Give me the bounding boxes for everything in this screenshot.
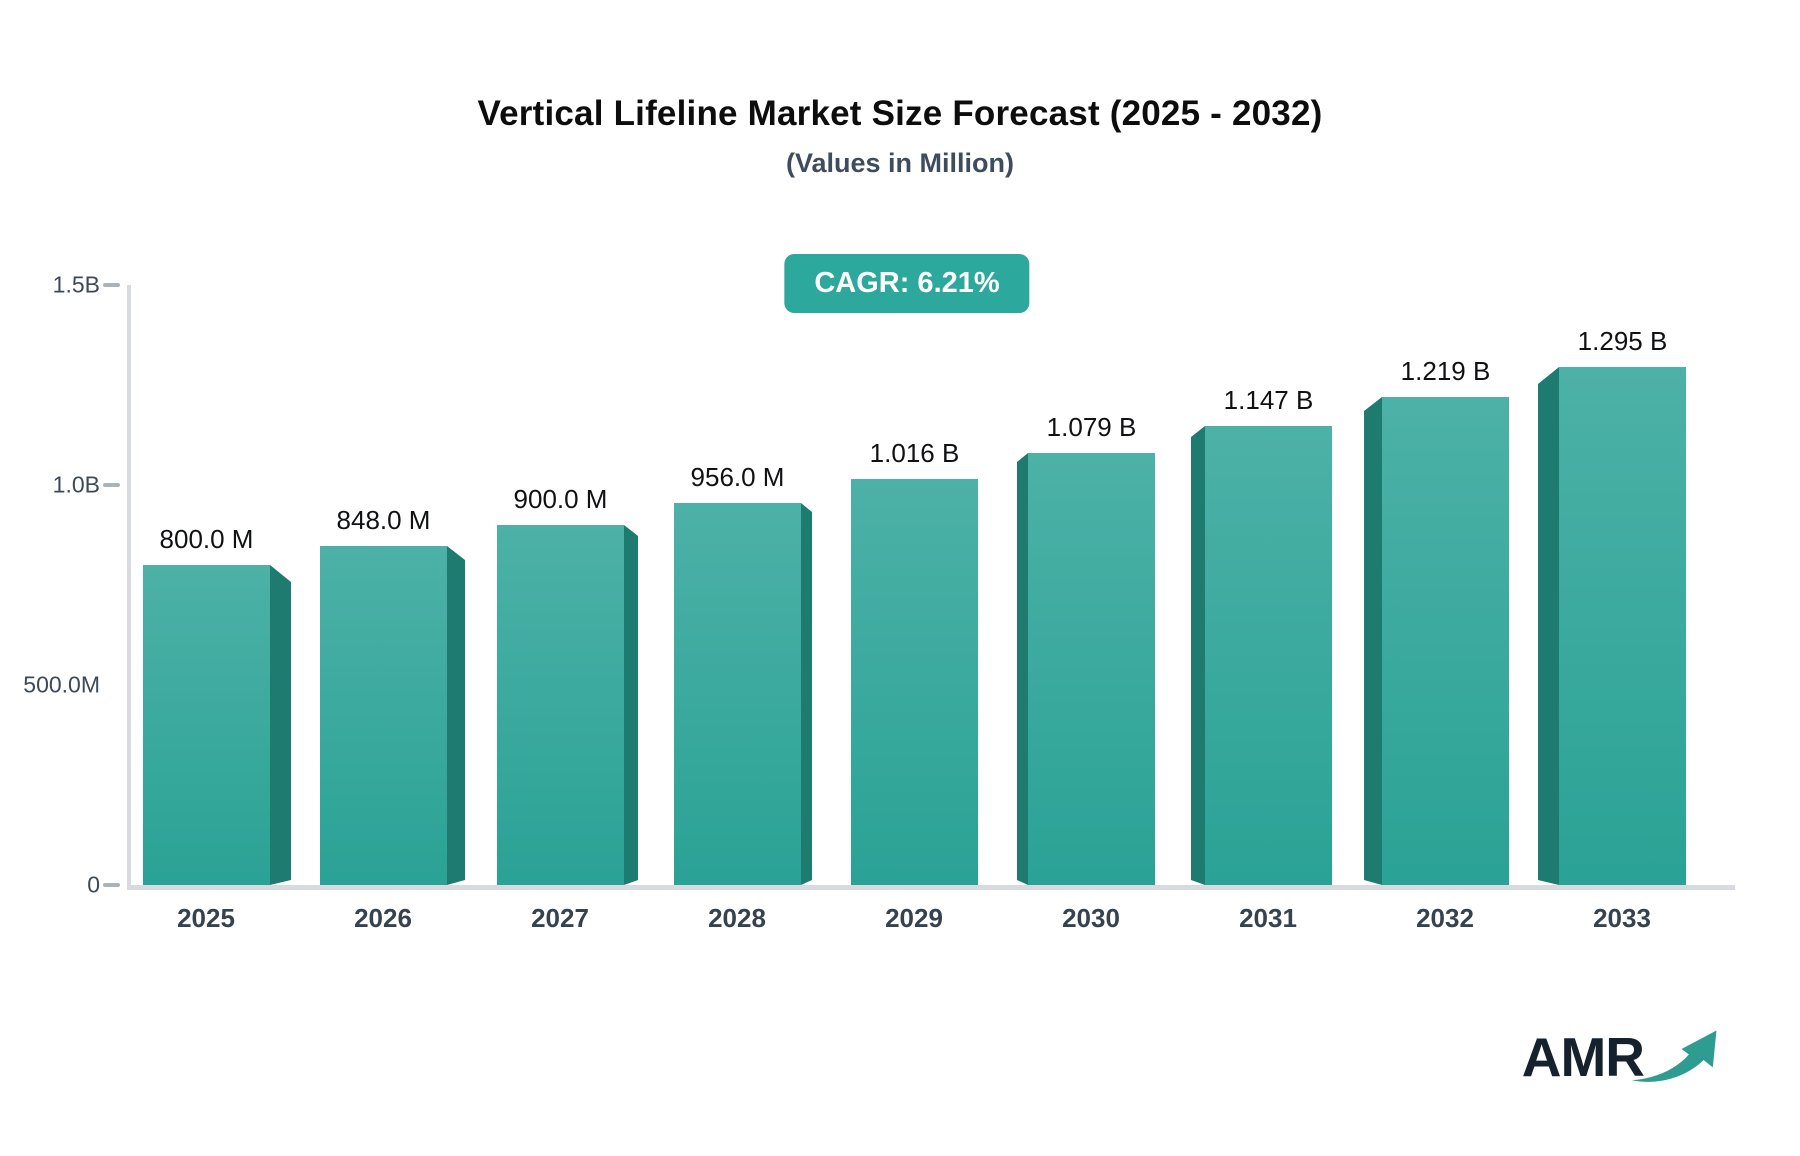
bar-2033[interactable]: 1.295 B <box>1538 326 1686 885</box>
logo-trend-arrow-icon <box>1631 1030 1717 1082</box>
bar-side-face <box>801 503 812 885</box>
bar-value-label: 956.0 M <box>690 462 785 492</box>
chart-subtitle: (Values in Million) <box>785 148 1015 178</box>
amr-logo: AMR <box>1522 1030 1722 1094</box>
bar-value-label: 1.147 B <box>1223 385 1314 415</box>
bar-value-label: 1.079 B <box>1046 412 1137 442</box>
bar-front-face <box>1382 397 1509 885</box>
bar-value-label: 1.295 B <box>1577 326 1668 356</box>
x-axis-line <box>127 885 1735 890</box>
bar-2026[interactable]: 848.0 M <box>320 505 465 885</box>
bar-side-face <box>1017 453 1028 885</box>
cagr-badge: CAGR: 6.21% <box>784 254 1030 313</box>
bar-2030[interactable]: 1.079 B <box>1017 412 1155 885</box>
bar-2027[interactable]: 900.0 M <box>497 484 638 885</box>
chart-title: Vertical Lifeline Market Size Forecast (… <box>477 94 1323 133</box>
bar-front-face <box>1559 367 1686 885</box>
bar-side-face <box>1364 397 1382 885</box>
x-axis-label-2032: 2032 <box>1416 903 1474 933</box>
bar-2032[interactable]: 1.219 B <box>1364 356 1509 885</box>
y-axis-tick-mark <box>103 883 120 887</box>
bar-2028[interactable]: 956.0 M <box>674 462 812 885</box>
bar-value-label: 1.219 B <box>1400 356 1491 386</box>
y-axis-tick-mark <box>103 483 120 487</box>
bar-side-face <box>270 565 291 885</box>
x-axis-label-2026: 2026 <box>354 903 412 933</box>
x-axis-label-2027: 2027 <box>531 903 589 933</box>
x-axis-label-2030: 2030 <box>1062 903 1120 933</box>
y-axis-tick-mark <box>103 283 120 287</box>
bar-front-face <box>497 525 624 885</box>
x-axis-label-2033: 2033 <box>1593 903 1651 933</box>
bar-2031[interactable]: 1.147 B <box>1191 385 1332 885</box>
x-axis-label-2028: 2028 <box>708 903 766 933</box>
bar-2029[interactable]: 1.016 B <box>851 438 978 885</box>
y-axis-label-1.0B: 1.0B <box>52 471 100 498</box>
y-axis-label-500.0M: 500.0M <box>23 671 100 698</box>
amr-logo-text: AMR <box>1521 1026 1645 1088</box>
bar-2025[interactable]: 800.0 M <box>143 524 291 885</box>
bar-value-label: 848.0 M <box>336 505 431 535</box>
bar-side-face <box>624 525 638 885</box>
x-axis-label-2025: 2025 <box>177 903 235 933</box>
bar-front-face <box>320 546 447 885</box>
bar-side-face <box>1538 367 1559 885</box>
bar-front-face <box>851 479 978 885</box>
bar-side-face <box>1191 426 1205 885</box>
bar-value-label: 900.0 M <box>513 484 608 514</box>
y-axis-label-0: 0 <box>87 871 100 898</box>
bar-side-face <box>447 546 465 885</box>
cagr-badge-label: CAGR: 6.21% <box>814 267 1000 299</box>
bar-front-face <box>1205 426 1332 885</box>
bar-front-face <box>674 503 801 885</box>
bar-front-face <box>1028 453 1155 885</box>
bar-value-label: 800.0 M <box>159 524 254 554</box>
y-axis-label-1.5B: 1.5B <box>52 271 100 298</box>
bar-value-label: 1.016 B <box>869 438 960 468</box>
y-axis-line <box>127 285 131 885</box>
x-axis-label-2029: 2029 <box>885 903 943 933</box>
bar-front-face <box>143 565 270 885</box>
x-axis-label-2031: 2031 <box>1239 903 1297 933</box>
